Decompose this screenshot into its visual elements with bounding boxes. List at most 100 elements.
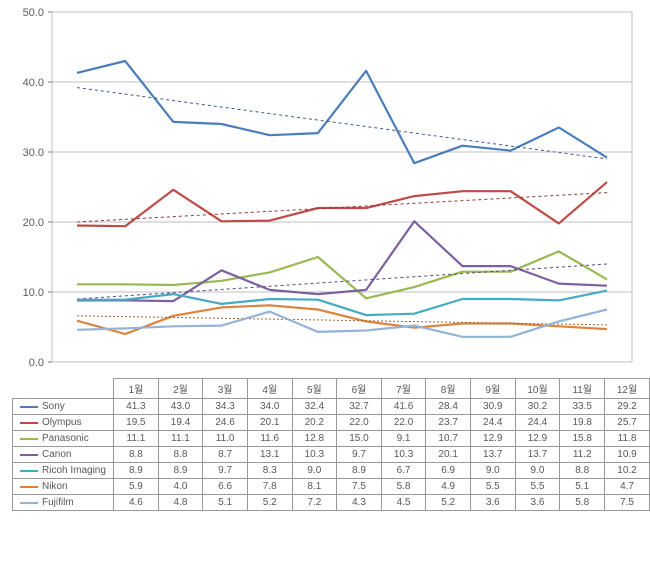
legend-label: Sony: [42, 401, 65, 412]
table-row: Nikon5.94.06.67.88.17.55.84.95.55.55.14.…: [13, 479, 650, 495]
data-cell: 11.1: [114, 431, 159, 447]
data-cell: 4.3: [337, 495, 382, 511]
legend-swatch: [20, 422, 38, 424]
category-header: 3월: [203, 379, 248, 399]
category-header: 1월: [114, 379, 159, 399]
data-cell: 24.4: [470, 415, 515, 431]
data-cell: 24.6: [203, 415, 248, 431]
chart-container: 0.010.020.030.040.050.0 1월2월3월4월5월6월7월8월…: [0, 0, 650, 568]
legend-label: Nikon: [42, 481, 68, 492]
data-cell: 19.4: [158, 415, 203, 431]
data-cell: 10.7: [426, 431, 471, 447]
data-cell: 22.0: [337, 415, 382, 431]
data-cell: 4.5: [381, 495, 426, 511]
data-cell: 32.4: [292, 399, 337, 415]
legend-cell: Olympus: [13, 415, 114, 431]
data-cell: 9.7: [203, 463, 248, 479]
data-cell: 7.2: [292, 495, 337, 511]
data-cell: 11.2: [560, 447, 605, 463]
data-cell: 4.7: [605, 479, 650, 495]
table-row: Panasonic11.111.111.011.612.815.09.110.7…: [13, 431, 650, 447]
y-tick-label: 10.0: [23, 287, 44, 299]
data-cell: 8.8: [114, 447, 159, 463]
data-cell: 3.6: [470, 495, 515, 511]
data-cell: 41.6: [381, 399, 426, 415]
data-cell: 7.8: [247, 479, 292, 495]
data-cell: 5.2: [247, 495, 292, 511]
table-row: Olympus19.519.424.620.120.222.022.023.72…: [13, 415, 650, 431]
data-cell: 28.4: [426, 399, 471, 415]
plot-area: [52, 12, 632, 362]
data-cell: 19.5: [114, 415, 159, 431]
category-header: 8월: [426, 379, 471, 399]
legend-cell: Sony: [13, 399, 114, 415]
data-cell: 3.6: [515, 495, 560, 511]
category-header: 10월: [515, 379, 560, 399]
data-cell: 15.0: [337, 431, 382, 447]
data-cell: 25.7: [605, 415, 650, 431]
legend-cell: Nikon: [13, 479, 114, 495]
data-cell: 19.8: [560, 415, 605, 431]
data-cell: 10.9: [605, 447, 650, 463]
data-cell: 6.9: [426, 463, 471, 479]
data-cell: 4.0: [158, 479, 203, 495]
data-cell: 5.8: [381, 479, 426, 495]
legend-label: Olympus: [42, 417, 81, 428]
legend-swatch: [20, 486, 38, 488]
data-cell: 5.1: [203, 495, 248, 511]
category-header: 6월: [337, 379, 382, 399]
data-cell: 29.2: [605, 399, 650, 415]
legend-swatch: [20, 438, 38, 440]
data-cell: 9.7: [337, 447, 382, 463]
data-cell: 5.5: [515, 479, 560, 495]
data-cell: 8.9: [158, 463, 203, 479]
legend-swatch: [20, 470, 38, 472]
data-cell: 13.7: [470, 447, 515, 463]
legend-swatch: [20, 406, 38, 408]
data-cell: 8.8: [158, 447, 203, 463]
legend-swatch: [20, 454, 38, 456]
data-cell: 7.5: [605, 495, 650, 511]
data-cell: 6.6: [203, 479, 248, 495]
category-header: 4월: [247, 379, 292, 399]
data-cell: 9.0: [470, 463, 515, 479]
legend-cell: Canon: [13, 447, 114, 463]
data-cell: 10.2: [605, 463, 650, 479]
data-cell: 23.7: [426, 415, 471, 431]
data-cell: 5.1: [560, 479, 605, 495]
category-header: 2월: [158, 379, 203, 399]
legend-label: Fujifilm: [42, 497, 74, 508]
data-cell: 20.1: [247, 415, 292, 431]
legend-swatch: [20, 502, 38, 504]
data-cell: 12.8: [292, 431, 337, 447]
table-row: Fujifilm4.64.85.15.27.24.34.55.23.63.65.…: [13, 495, 650, 511]
table-row: Canon8.88.88.713.110.39.710.320.113.713.…: [13, 447, 650, 463]
data-cell: 33.5: [560, 399, 605, 415]
data-cell: 8.3: [247, 463, 292, 479]
data-cell: 8.8: [560, 463, 605, 479]
data-cell: 4.6: [114, 495, 159, 511]
data-cell: 34.3: [203, 399, 248, 415]
data-cell: 11.6: [247, 431, 292, 447]
data-cell: 6.7: [381, 463, 426, 479]
legend-label: Ricoh Imaging: [42, 465, 106, 476]
legend-label: Canon: [42, 449, 71, 460]
data-cell: 22.0: [381, 415, 426, 431]
category-header: 7월: [381, 379, 426, 399]
category-header: 11월: [560, 379, 605, 399]
data-cell: 30.9: [470, 399, 515, 415]
data-cell: 20.2: [292, 415, 337, 431]
data-cell: 9.0: [515, 463, 560, 479]
data-cell: 43.0: [158, 399, 203, 415]
data-cell: 30.2: [515, 399, 560, 415]
y-tick-label: 30.0: [23, 147, 44, 159]
legend-cell: Panasonic: [13, 431, 114, 447]
data-cell: 15.8: [560, 431, 605, 447]
data-cell: 13.7: [515, 447, 560, 463]
data-cell: 20.1: [426, 447, 471, 463]
data-cell: 9.0: [292, 463, 337, 479]
data-cell: 5.5: [470, 479, 515, 495]
y-tick-label: 20.0: [23, 217, 44, 229]
data-cell: 8.1: [292, 479, 337, 495]
data-cell: 11.0: [203, 431, 248, 447]
